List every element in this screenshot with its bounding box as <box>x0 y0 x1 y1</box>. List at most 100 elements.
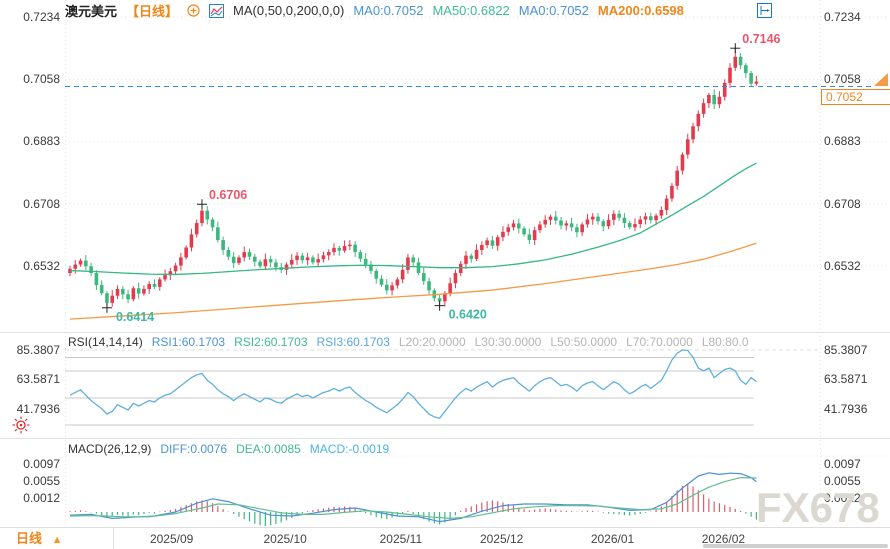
candle-body <box>627 223 632 228</box>
candle-body <box>612 213 616 220</box>
jump-to-latest-icon[interactable] <box>757 3 772 18</box>
candle-body <box>184 247 188 258</box>
horizontal-scrollbar[interactable] <box>703 544 888 548</box>
candle-body <box>300 255 305 261</box>
candle-body <box>474 249 479 259</box>
candle-body <box>553 216 558 221</box>
candle-body <box>305 257 310 261</box>
candle-body <box>517 223 521 229</box>
candle-body <box>501 231 505 238</box>
axis-tick: 63.5871 <box>824 372 868 387</box>
axis-tick: 0.0097 <box>23 457 60 472</box>
candle-body <box>506 227 511 232</box>
macd-values: DIFF:0.0076 DEA:0.0085 MACD:-0.0019 <box>160 442 389 456</box>
candle-body <box>590 216 595 220</box>
indicator-value: L50:50.0000 <box>550 334 618 349</box>
indicator-value: L70:70.0000 <box>626 334 693 349</box>
candle-body <box>527 234 532 241</box>
ma-values: MA0:0.7052 MA50:0.6822 MA0:0.7052 MA200:0.6… <box>353 3 684 18</box>
candle-body <box>601 221 606 227</box>
extreme-point-markers: 0.6414 0.6706 0.6420 0.7146 <box>101 32 781 324</box>
macd-header: MACD(26,12,9) DIFF:0.0076 DEA:0.0085 MACD:… <box>68 441 389 456</box>
candle-body <box>411 257 415 263</box>
circle-plus-icon[interactable] <box>187 4 200 17</box>
indicator-value: DIFF:0.0076 <box>160 441 228 456</box>
indicator-value: RSI1:60.1703 <box>151 334 226 349</box>
marker-price-label: 0.7146 <box>742 32 780 46</box>
ma-indicator-icon[interactable] <box>209 3 225 18</box>
candle-body <box>443 293 447 302</box>
indicator-value: DEA:0.0085 <box>236 441 301 456</box>
candle-body <box>247 252 252 257</box>
candle-body <box>216 227 220 241</box>
candle-body <box>390 285 394 291</box>
candle-body <box>311 257 315 263</box>
candle-body <box>728 67 732 83</box>
candle-body <box>189 234 194 248</box>
candle-body <box>638 219 643 225</box>
axis-tick: 0.6532 <box>23 258 60 273</box>
indicator-value: RSI3:60.1703 <box>316 334 390 349</box>
candle-body <box>664 198 669 210</box>
candle-body <box>606 219 611 227</box>
candle-body <box>696 113 701 127</box>
candle-body <box>342 246 347 251</box>
candle-body <box>395 279 400 286</box>
candle-body <box>754 81 759 84</box>
candle-body <box>416 262 421 274</box>
candle-body <box>701 103 706 114</box>
candle-body <box>379 278 384 285</box>
rsi-header: RSI(14,14,14) RSI1:60.1703 RSI2:60.1703 RS… <box>68 334 749 349</box>
candle-body <box>654 215 658 221</box>
candle-body <box>231 256 236 264</box>
indicator-value: MA0:0.7052 <box>518 3 589 18</box>
candle-body <box>490 240 495 246</box>
candle-body <box>722 82 727 97</box>
period-selector[interactable]: 日线 ▲ <box>0 528 114 549</box>
candle-body <box>321 255 326 260</box>
marker-price-label: 0.6706 <box>209 188 247 202</box>
candle-body <box>221 240 225 250</box>
candle-body <box>274 262 278 268</box>
candle-body <box>110 295 115 303</box>
candle-body <box>163 275 167 280</box>
marker-price-label: 0.6420 <box>449 308 487 322</box>
axis-tick: 0.6532 <box>824 258 861 273</box>
candle-body <box>548 216 553 220</box>
rsi-line <box>69 349 757 419</box>
indicator-value: MACD:-0.0019 <box>309 441 390 456</box>
candle-body <box>126 294 130 300</box>
candle-body <box>136 288 141 294</box>
symbol-title: 澳元美元 <box>65 4 118 19</box>
indicator-value: MA50:0.6822 <box>432 3 510 18</box>
candle-body <box>580 224 584 233</box>
candle-body <box>316 259 320 263</box>
candle-body <box>152 284 157 287</box>
candle-body <box>538 224 542 231</box>
main-header: 澳元美元 【日线】 MA(0,50,0,200,0,0) MA0:0.7052 M… <box>65 2 684 19</box>
moving-average-lines <box>69 162 757 320</box>
hot-indicator-sun-icon[interactable] <box>12 416 30 434</box>
candle-body <box>142 288 146 294</box>
candle-body <box>147 284 151 289</box>
candle-body <box>89 266 93 274</box>
axis-tick: 0.0012 <box>23 491 60 506</box>
candle-body <box>749 73 753 84</box>
indicator-value: MA0:0.7052 <box>353 3 424 18</box>
candle-body <box>385 284 389 291</box>
month-label: 2025/11 <box>379 532 423 546</box>
candle-body <box>511 223 516 228</box>
candle-body <box>210 219 215 228</box>
candle-body <box>105 293 109 303</box>
series-line <box>69 162 757 276</box>
candle-body <box>242 252 247 258</box>
candle-body <box>421 273 426 282</box>
indicator-value: L80:80.0 <box>701 334 749 349</box>
candle-body <box>374 270 379 279</box>
candle-body <box>78 260 83 265</box>
candle-body <box>205 210 210 220</box>
candle-body <box>173 265 178 272</box>
candle-body <box>363 258 368 265</box>
